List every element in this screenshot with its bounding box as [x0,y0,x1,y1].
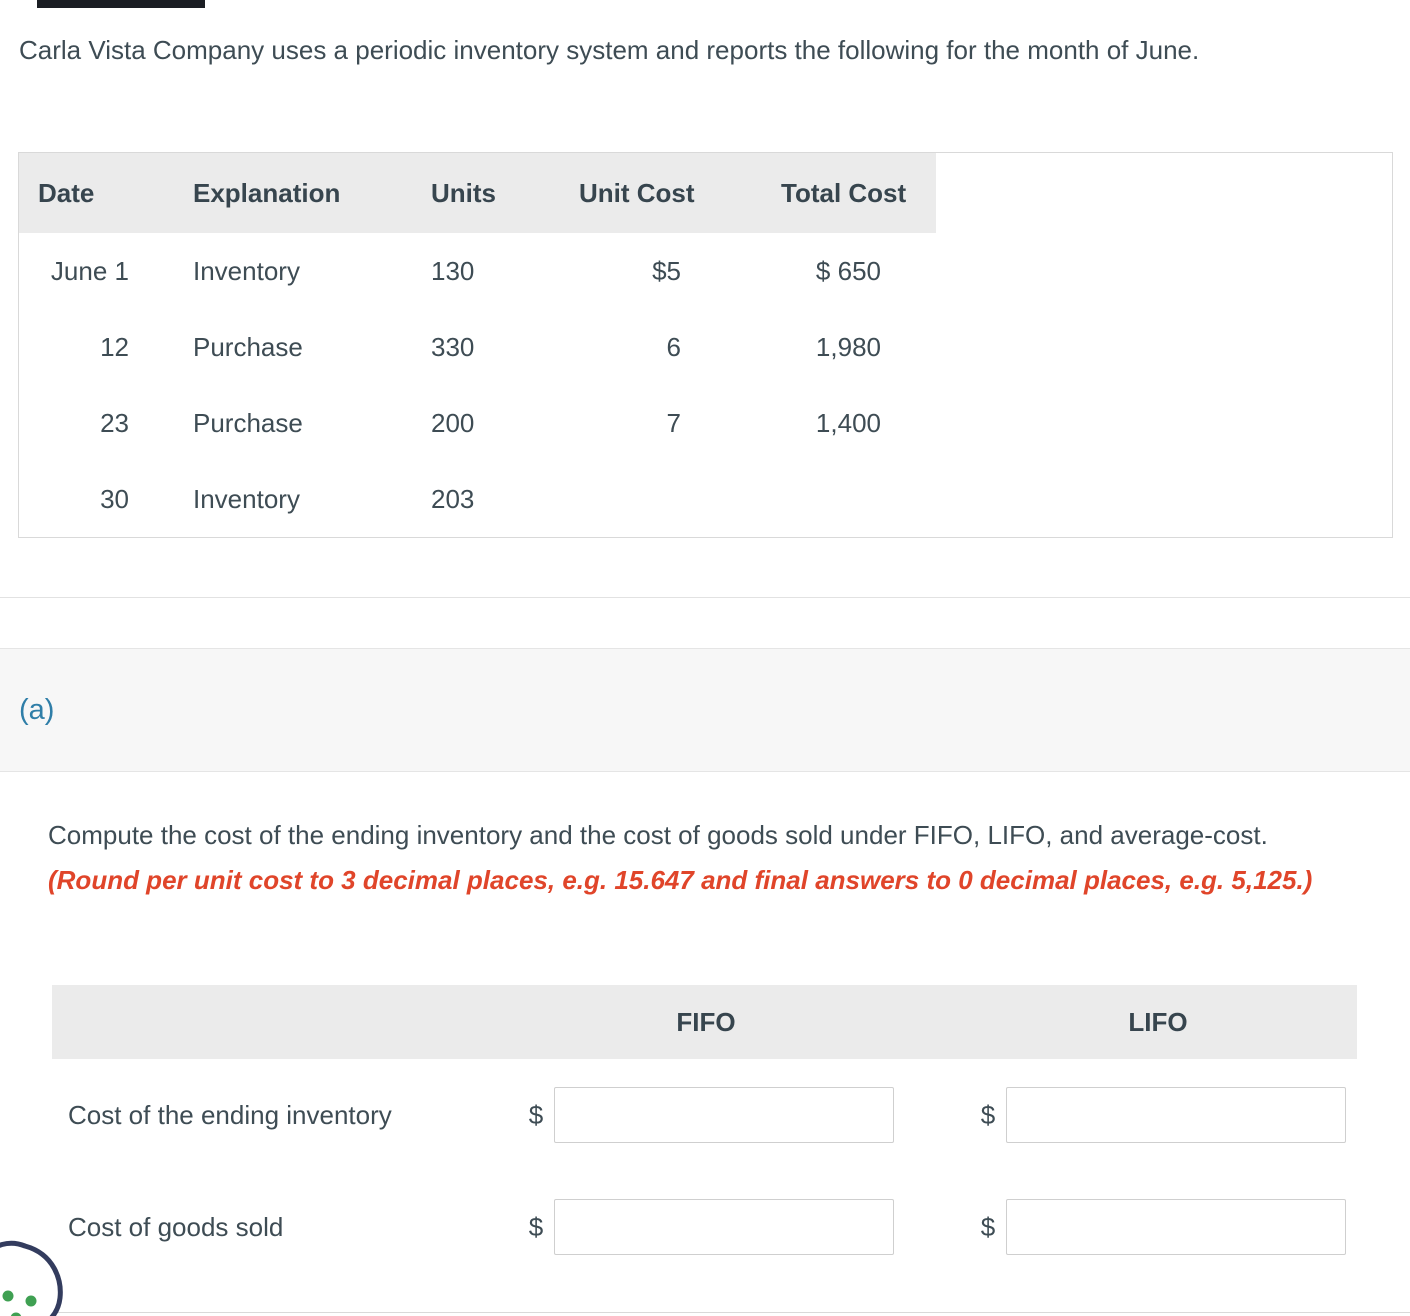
row-label-ending-inventory: Cost of the ending inventory [68,1099,392,1130]
header-date: Date [19,153,169,233]
cell-total-cost: 1,400 [815,407,881,438]
section-a-band: (a) [0,648,1410,772]
cell-unit-cost: 6 [666,331,681,362]
cell-explanation: Purchase [193,407,303,438]
header-units: Units [409,153,561,233]
answer-row-ending-inventory: Cost of the ending inventory $ $ [52,1059,1357,1171]
lifo-ending-inventory-input[interactable] [1006,1087,1346,1143]
cell-spacer [936,385,1392,461]
answer-table: FIFO LIFO Cost of the ending inventory $… [52,985,1357,1283]
table-row: 30 Inventory 203 [19,461,1392,537]
cell-date: 12 [100,331,129,362]
cell-unit-cost: 7 [666,407,681,438]
dollar-sign: $ [980,1099,996,1130]
cell-spacer [936,233,1392,309]
header-unit-cost: Unit Cost [561,153,746,233]
cell-spacer [936,461,1392,537]
cell-unit-cost: $5 [652,255,681,286]
section-divider [0,597,1410,598]
answer-col-header-fifo: FIFO [676,1006,736,1037]
table-row: 23 Purchase 200 7 1,400 [19,385,1392,461]
cell-total-cost [746,461,936,537]
bottom-divider [0,1312,1410,1313]
cell-explanation: Purchase [193,331,303,362]
inventory-table-header: Date Explanation Units Unit Cost Total C… [19,153,1392,233]
cell-date: 23 [100,407,129,438]
cell-units: 203 [431,483,475,514]
intro-text: Carla Vista Company uses a periodic inve… [19,35,1200,65]
header-spacer [936,153,1392,233]
instructions-rounding-note: (Round per unit cost to 3 decimal places… [48,865,1313,895]
answer-row-cogs: Cost of goods sold $ $ [52,1171,1357,1283]
cell-spacer [936,309,1392,385]
header-total-cost: Total Cost [746,153,936,233]
table-row: 12 Purchase 330 6 1,980 [19,309,1392,385]
inventory-table: Date Explanation Units Unit Cost Total C… [18,152,1393,538]
cell-date: June 1 [50,255,129,286]
assistant-widget-icon[interactable] [0,1238,70,1316]
top-edge-artifact [37,0,205,8]
row-label-cogs: Cost of goods sold [68,1211,284,1242]
header-explanation: Explanation [169,153,409,233]
dollar-sign: $ [980,1211,996,1242]
section-a-label: (a) [19,693,55,726]
answer-table-header: FIFO LIFO [52,985,1357,1059]
cell-total-cost: $ 650 [815,255,881,286]
answer-col-header-lifo: LIFO [1128,1006,1188,1037]
instructions-text: Compute the cost of the ending inventory… [48,813,1343,903]
cell-total-cost: 1,980 [815,331,881,362]
cell-units: 200 [431,407,475,438]
fifo-cogs-input[interactable] [554,1199,894,1255]
cell-explanation: Inventory [193,483,300,514]
dollar-sign: $ [528,1211,544,1242]
dollar-sign: $ [528,1099,544,1130]
instructions-normal: Compute the cost of the ending inventory… [48,820,1268,850]
fifo-ending-inventory-input[interactable] [554,1087,894,1143]
table-row: June 1 Inventory 130 $5 $ 650 [19,233,1392,309]
cell-unit-cost [561,461,746,537]
cell-explanation: Inventory [193,255,300,286]
cell-units: 130 [431,255,475,286]
cell-units: 330 [431,331,475,362]
cell-date: 30 [100,483,129,514]
lifo-cogs-input[interactable] [1006,1199,1346,1255]
